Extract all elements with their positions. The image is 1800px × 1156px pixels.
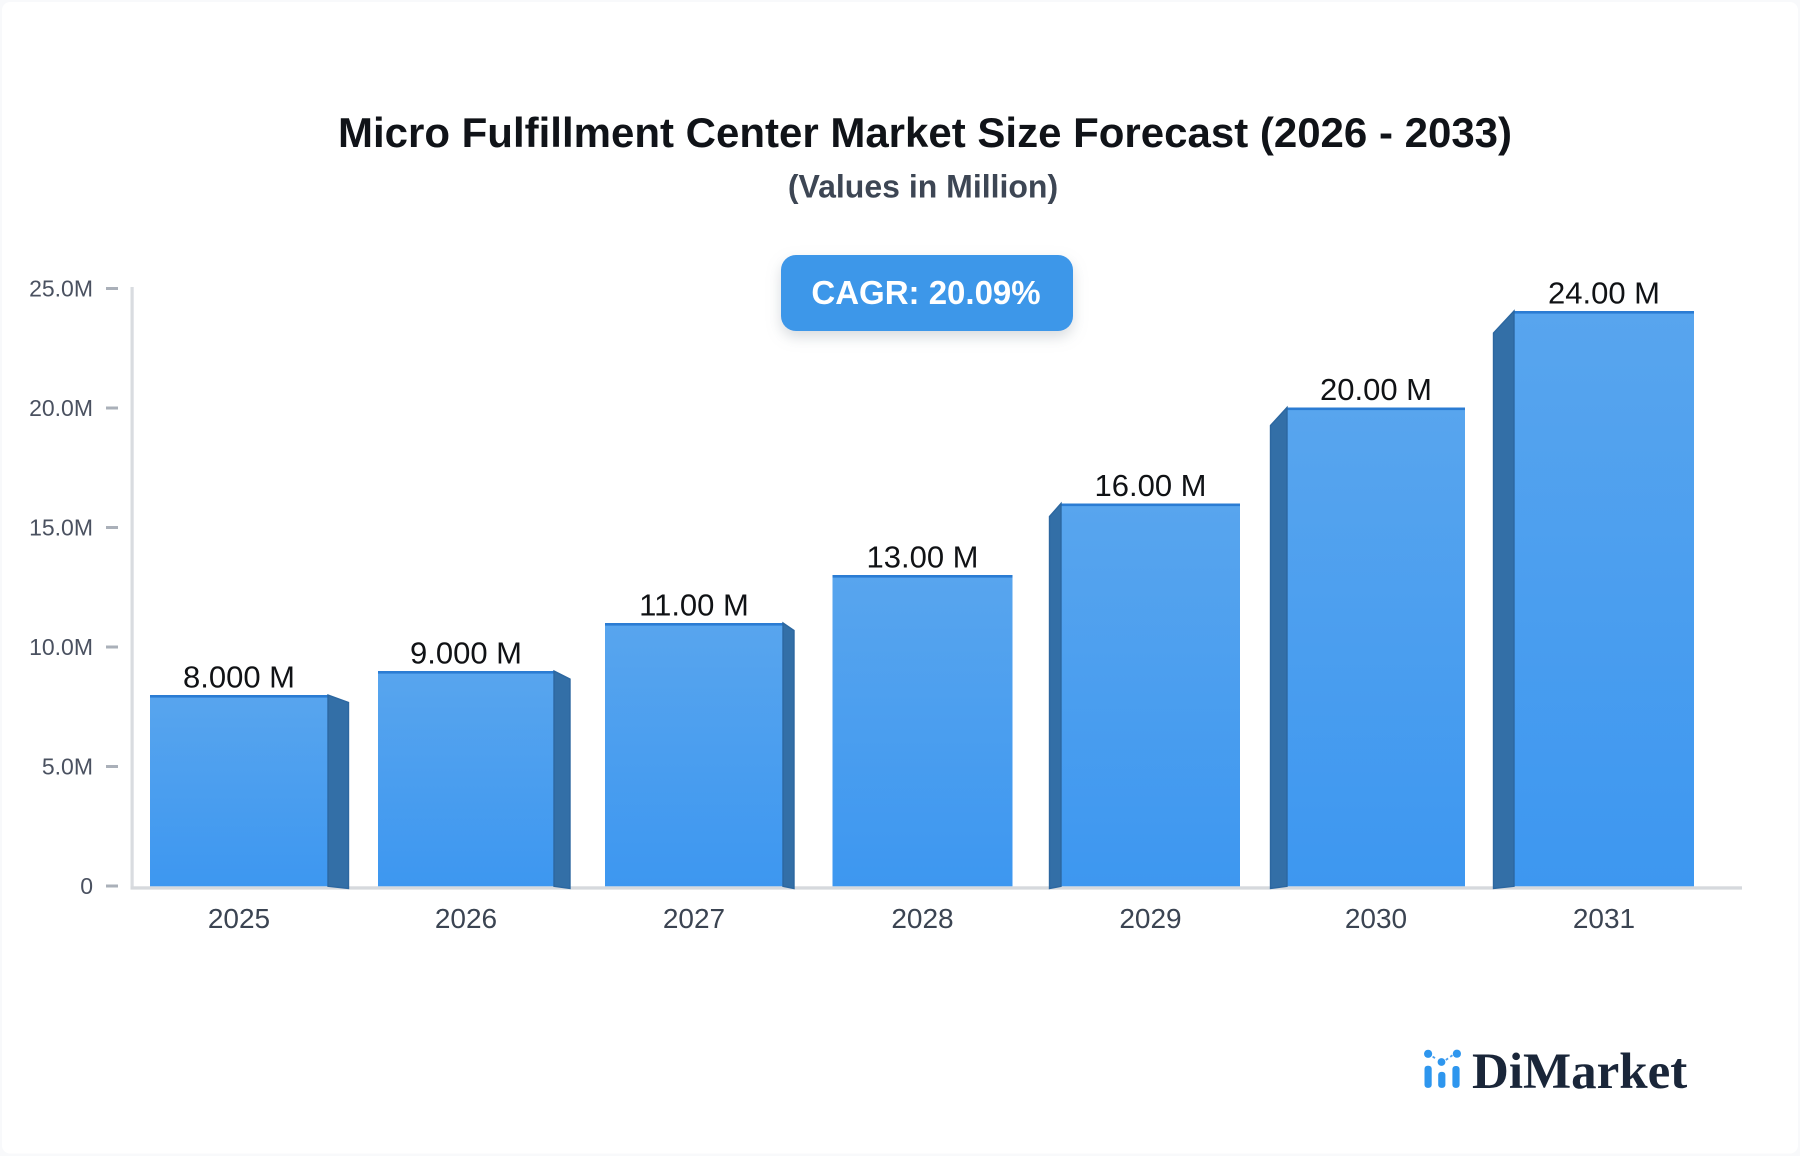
svg-text:2025: 2025 — [208, 903, 270, 934]
svg-text:15.0M: 15.0M — [29, 515, 93, 541]
svg-text:5.0M: 5.0M — [42, 754, 93, 780]
svg-text:13.00 M: 13.00 M — [866, 540, 978, 575]
svg-text:20.0M: 20.0M — [29, 395, 93, 421]
svg-text:Micro Fulfillment Center Marke: Micro Fulfillment Center Market Size For… — [338, 109, 1512, 156]
svg-text:2031: 2031 — [1573, 903, 1635, 934]
svg-text:8.000 M: 8.000 M — [183, 660, 295, 695]
svg-text:(Values in Million): (Values in Million) — [788, 169, 1058, 205]
svg-text:0: 0 — [80, 873, 93, 899]
svg-text:9.000 M: 9.000 M — [410, 636, 522, 671]
svg-text:10.0M: 10.0M — [29, 634, 93, 660]
svg-text:2027: 2027 — [663, 903, 725, 934]
svg-text:20.00 M: 20.00 M — [1320, 372, 1432, 407]
svg-text:DiMarket: DiMarket — [1472, 1044, 1687, 1100]
svg-text:24.00 M: 24.00 M — [1548, 276, 1660, 311]
svg-text:2030: 2030 — [1345, 903, 1407, 934]
svg-text:16.00 M: 16.00 M — [1094, 468, 1206, 503]
svg-text:2026: 2026 — [435, 903, 497, 934]
svg-text:CAGR: 20.09%: CAGR: 20.09% — [811, 274, 1040, 311]
svg-text:25.0M: 25.0M — [29, 276, 93, 302]
svg-text:11.00 M: 11.00 M — [639, 588, 749, 623]
svg-text:2029: 2029 — [1119, 903, 1181, 934]
svg-text:2028: 2028 — [891, 903, 953, 934]
